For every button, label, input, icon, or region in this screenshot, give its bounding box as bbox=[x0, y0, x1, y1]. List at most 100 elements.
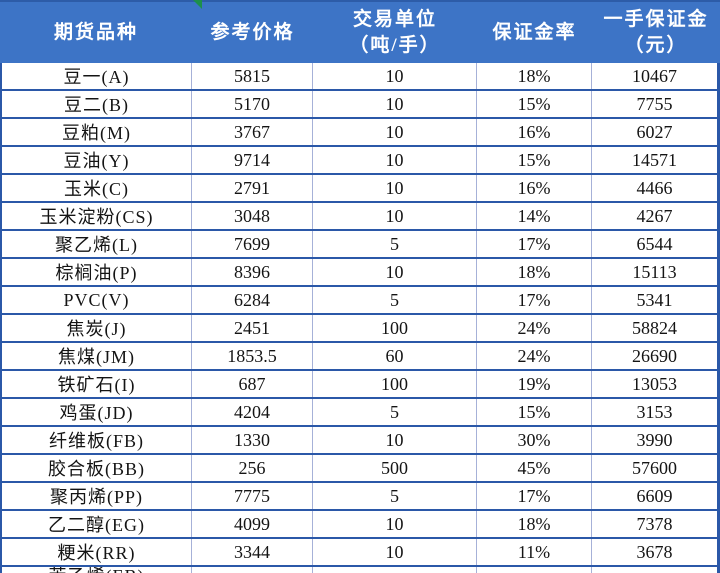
cell-unit[interactable] bbox=[313, 567, 477, 573]
cell-unit[interactable]: 5 bbox=[313, 483, 477, 509]
cell-margin-per-lot[interactable]: 6027 bbox=[636, 121, 673, 142]
cell-margin-per-lot[interactable]: 7378 bbox=[636, 513, 673, 534]
cell-variety[interactable]: 聚丙烯(PP) bbox=[2, 483, 192, 509]
cell-margin-rate[interactable]: 45% bbox=[477, 455, 592, 481]
cell-margin-per-lot[interactable]: 7755 bbox=[636, 93, 673, 114]
cell-unit[interactable]: 5 bbox=[313, 231, 477, 257]
cell-unit[interactable]: 10 bbox=[313, 119, 477, 145]
cell-margin-per-lot[interactable]: 4267 bbox=[636, 205, 673, 226]
cell-margin-per-lot[interactable]: 13053 bbox=[632, 373, 677, 394]
cell-margin-per-lot[interactable]: 26690 bbox=[632, 345, 677, 366]
cell-unit[interactable]: 500 bbox=[313, 455, 477, 481]
header-cell-variety[interactable]: 期货品种 bbox=[0, 2, 192, 63]
cell-margin-rate[interactable]: 18% bbox=[477, 259, 592, 285]
cell-unit[interactable]: 10 bbox=[313, 259, 477, 285]
cell-margin-per-lot[interactable]: 14571 bbox=[632, 149, 677, 170]
cell-variety[interactable]: 铁矿石(I) bbox=[2, 371, 192, 397]
cell-variety[interactable]: 苯乙烯(EB) bbox=[2, 567, 192, 573]
cell-margin-rate[interactable]: 24% bbox=[477, 315, 592, 341]
cell-price[interactable]: 2791 bbox=[192, 175, 313, 201]
cell-price[interactable]: 256 bbox=[192, 455, 313, 481]
cell-price[interactable]: 5815 bbox=[192, 63, 313, 89]
cell-margin-per-lot[interactable] bbox=[592, 567, 717, 573]
cell-margin-per-lot[interactable]: 6544 bbox=[636, 233, 673, 254]
cell-margin-rate[interactable]: 11% bbox=[477, 539, 592, 565]
cell-unit[interactable]: 100 bbox=[313, 315, 477, 341]
cell-price[interactable]: 6284 bbox=[192, 287, 313, 313]
cell-variety[interactable]: 豆粕(M) bbox=[2, 119, 192, 145]
cell-margin-rate[interactable]: 17% bbox=[477, 231, 592, 257]
cell-unit[interactable]: 10 bbox=[313, 91, 477, 117]
cell-price[interactable]: 4204 bbox=[192, 399, 313, 425]
cell-price[interactable]: 3344 bbox=[192, 539, 313, 565]
cell-unit[interactable]: 10 bbox=[313, 511, 477, 537]
cell-margin-per-lot[interactable]: 15113 bbox=[632, 261, 677, 282]
cell-variety[interactable]: 纤维板(FB) bbox=[2, 427, 192, 453]
cell-margin-per-lot[interactable]: 3678 bbox=[636, 541, 673, 562]
cell-unit[interactable]: 100 bbox=[313, 371, 477, 397]
cell-margin-per-lot[interactable]: 58824 bbox=[632, 317, 677, 338]
cell-variety[interactable]: 玉米淀粉(CS) bbox=[2, 203, 192, 229]
cell-margin-rate[interactable]: 19% bbox=[477, 371, 592, 397]
cell-unit[interactable]: 5 bbox=[313, 399, 477, 425]
cell-variety[interactable]: 乙二醇(EG) bbox=[2, 511, 192, 537]
cell-price[interactable]: 7699 bbox=[192, 231, 313, 257]
cell-price[interactable]: 1330 bbox=[192, 427, 313, 453]
cell-price[interactable]: 8396 bbox=[192, 259, 313, 285]
cell-margin-per-lot[interactable]: 10467 bbox=[632, 65, 677, 86]
cell-variety[interactable]: 豆一(A) bbox=[2, 63, 192, 89]
cell-margin-rate[interactable] bbox=[477, 567, 592, 573]
cell-price[interactable]: 1853.5 bbox=[192, 343, 313, 369]
cell-margin-per-lot[interactable]: 6609 bbox=[636, 485, 673, 506]
cell-unit[interactable]: 10 bbox=[313, 147, 477, 173]
cell-margin-rate[interactable]: 15% bbox=[477, 147, 592, 173]
cell-variety[interactable]: 聚乙烯(L) bbox=[2, 231, 192, 257]
cell-margin-rate[interactable]: 16% bbox=[477, 119, 592, 145]
cell-price[interactable]: 2451 bbox=[192, 315, 313, 341]
cell-margin-rate[interactable]: 17% bbox=[477, 287, 592, 313]
cell-unit[interactable]: 10 bbox=[313, 63, 477, 89]
cell-margin-rate[interactable]: 18% bbox=[477, 63, 592, 89]
cell-margin-per-lot[interactable]: 3153 bbox=[636, 401, 673, 422]
cell-margin-per-lot[interactable]: 3990 bbox=[636, 429, 673, 450]
header-cell-unit[interactable]: 交易单位 （吨/手） bbox=[313, 2, 477, 63]
cell-margin-rate[interactable]: 18% bbox=[477, 511, 592, 537]
cell-variety[interactable]: 棕榈油(P) bbox=[2, 259, 192, 285]
cell-margin-rate[interactable]: 17% bbox=[477, 483, 592, 509]
cell-margin-per-lot[interactable]: 57600 bbox=[632, 457, 677, 478]
cell-price[interactable]: 3767 bbox=[192, 119, 313, 145]
cell-variety[interactable]: 焦炭(J) bbox=[2, 315, 192, 341]
cell-variety[interactable]: 玉米(C) bbox=[2, 175, 192, 201]
header-cell-margin-per-lot[interactable]: 一手保证金 （元） bbox=[592, 2, 720, 63]
cell-margin-rate[interactable]: 14% bbox=[477, 203, 592, 229]
cell-price[interactable] bbox=[192, 567, 313, 573]
cell-price[interactable]: 687 bbox=[192, 371, 313, 397]
cell-unit[interactable]: 5 bbox=[313, 287, 477, 313]
cell-price[interactable]: 7775 bbox=[192, 483, 313, 509]
cell-unit[interactable]: 60 bbox=[313, 343, 477, 369]
cell-margin-rate[interactable]: 30% bbox=[477, 427, 592, 453]
cell-variety[interactable]: PVC(V) bbox=[2, 287, 192, 313]
cell-variety[interactable]: 豆油(Y) bbox=[2, 147, 192, 173]
cell-price[interactable]: 4099 bbox=[192, 511, 313, 537]
cell-price[interactable]: 3048 bbox=[192, 203, 313, 229]
cell-margin-per-lot[interactable]: 5341 bbox=[636, 289, 673, 310]
cell-unit[interactable]: 10 bbox=[313, 203, 477, 229]
cell-margin-rate[interactable]: 15% bbox=[477, 399, 592, 425]
header-cell-price[interactable]: 参考价格 bbox=[192, 2, 313, 63]
header-cell-margin-rate[interactable]: 保证金率 bbox=[477, 2, 592, 63]
cell-price[interactable]: 9714 bbox=[192, 147, 313, 173]
cell-variety[interactable]: 鸡蛋(JD) bbox=[2, 399, 192, 425]
cell-variety[interactable]: 焦煤(JM) bbox=[2, 343, 192, 369]
cell-variety[interactable]: 胶合板(BB) bbox=[2, 455, 192, 481]
cell-unit[interactable]: 10 bbox=[313, 175, 477, 201]
cell-variety[interactable]: 粳米(RR) bbox=[2, 539, 192, 565]
cell-price[interactable]: 5170 bbox=[192, 91, 313, 117]
cell-unit[interactable]: 10 bbox=[313, 539, 477, 565]
cell-margin-rate[interactable]: 15% bbox=[477, 91, 592, 117]
cell-unit[interactable]: 10 bbox=[313, 427, 477, 453]
cell-variety[interactable]: 豆二(B) bbox=[2, 91, 192, 117]
cell-margin-rate[interactable]: 24% bbox=[477, 343, 592, 369]
cell-margin-per-lot[interactable]: 4466 bbox=[636, 177, 673, 198]
cell-margin-rate[interactable]: 16% bbox=[477, 175, 592, 201]
